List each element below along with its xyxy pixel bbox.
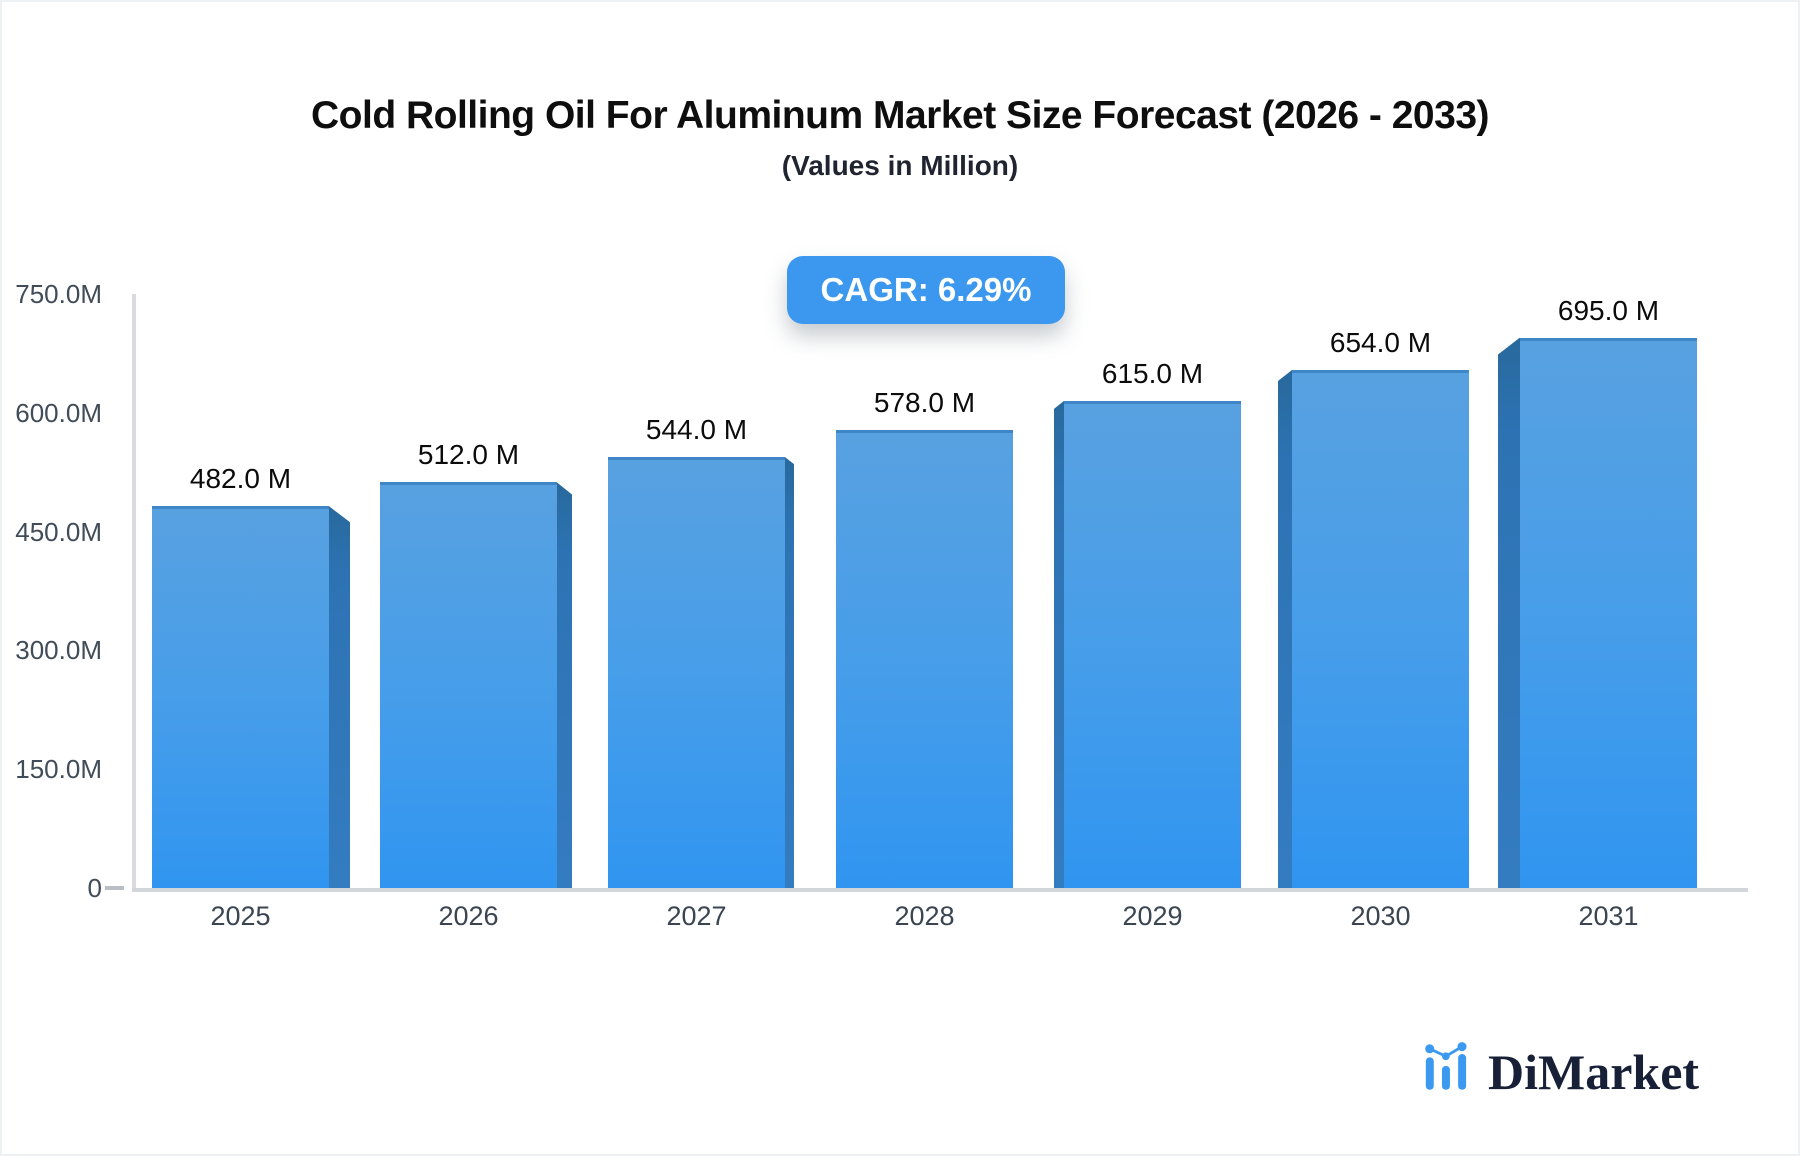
x-axis-label-2029: 2029 [1122,901,1183,931]
y-axis-tick-150.0M: 150.0M [15,754,102,785]
page-title: Cold Rolling Oil For Aluminum Market Siz… [311,94,1490,137]
bar-value-label-2026: 512.0 M [417,439,520,471]
bar-value-label-2030: 654.0 M [1329,327,1432,359]
bar-2031[interactable] [1520,337,1697,888]
y-axis-tick-600.0M: 600.0M [15,397,102,428]
bar-chart-sparkline-icon [1422,1038,1474,1099]
y-axis-line [132,294,136,890]
page-subtitle: (Values in Million) [781,150,1019,181]
bar-value-label-2031: 695.0 M [1557,294,1660,326]
y-axis-tick-450.0M: 450.0M [15,516,102,547]
bar-2025[interactable] [152,506,329,888]
x-axis-line [132,888,1748,892]
bar-value-label-2028: 578.0 M [873,387,976,419]
y-axis-tick-750.0M: 750.0M [15,279,102,309]
bar-value-label-2027: 544.0 M [645,414,748,446]
bar-2027[interactable] [608,457,785,888]
dimarket-logo[interactable]: DiMarket [1422,1038,1699,1099]
bar-3d-side-2025 [329,506,350,888]
zero-tick-mark [105,886,124,890]
x-axis-label-2025: 2025 [210,901,271,931]
bar-3d-side-2026 [557,482,572,888]
bar-3d-side-2029 [1054,400,1064,888]
bar-2029[interactable] [1064,400,1241,888]
x-axis-label-2026: 2026 [438,901,499,931]
y-axis-tick-0: 0 [87,873,102,903]
bar-3d-side-2027 [785,457,794,888]
x-axis-label-2030: 2030 [1350,901,1411,931]
y-axis-tick-300.0M: 300.0M [15,635,102,666]
bar-2026[interactable] [380,482,557,888]
bar-value-label-2025: 482.0 M [189,463,292,495]
logo-text: DiMarket [1488,1044,1700,1100]
bar-value-label-2029: 615.0 M [1101,357,1204,389]
cagr-badge: CAGR: 6.29% [787,256,1065,324]
cagr-badge-label: CAGR: 6.29% [820,271,1032,308]
bar-3d-side-2030 [1278,370,1292,888]
bar-2030[interactable] [1292,370,1469,888]
bar-2028[interactable] [836,430,1013,888]
x-axis-label-2031: 2031 [1578,901,1639,931]
x-axis-label-2028: 2028 [894,901,955,931]
x-axis-label-2027: 2027 [666,901,727,931]
bar-3d-side-2031 [1498,337,1520,888]
